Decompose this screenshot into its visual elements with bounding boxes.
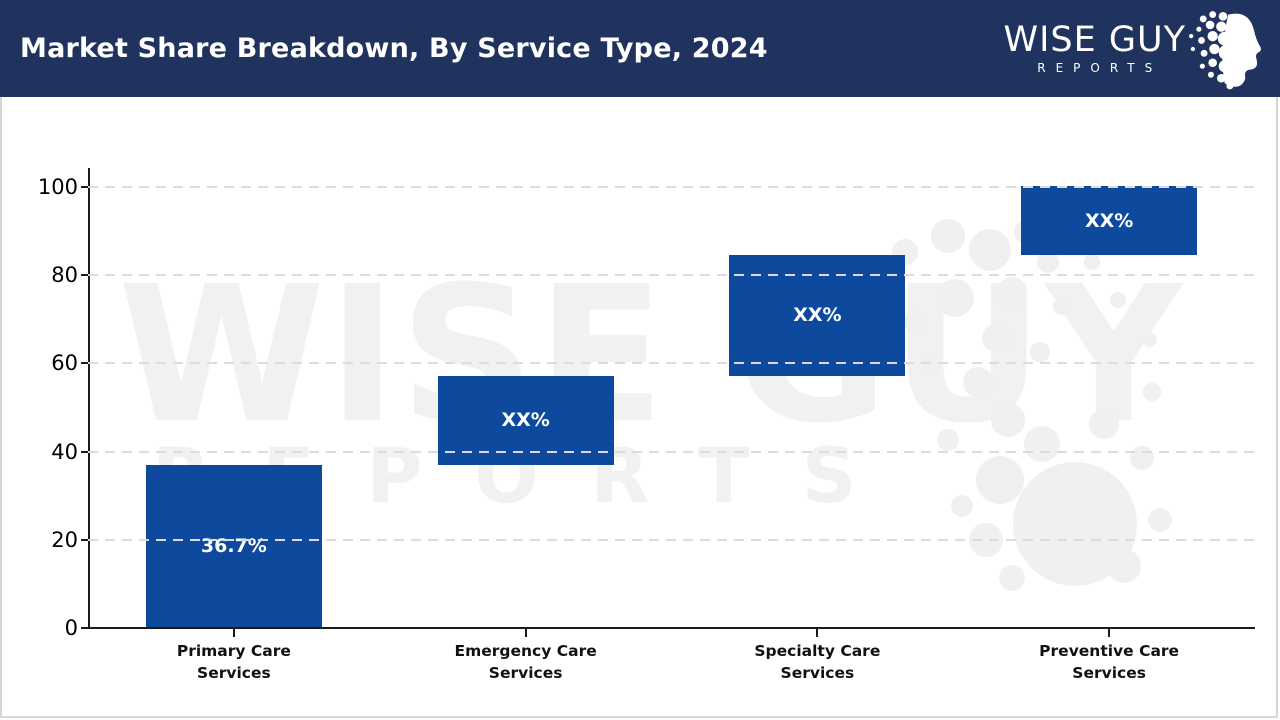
y-tick-label: 100 xyxy=(37,175,78,199)
gridline xyxy=(88,274,1255,277)
watermark-dot xyxy=(931,219,965,253)
x-tick-mark xyxy=(816,629,819,637)
x-axis-category-label: Emergency Care Services xyxy=(454,642,597,682)
logo-subtitle: REPORTS xyxy=(1037,60,1163,75)
gridline xyxy=(88,450,1255,453)
x-axis-category-label: Primary Care Services xyxy=(176,642,291,682)
watermark-dot xyxy=(1143,383,1161,401)
x-tick-mark xyxy=(524,629,527,637)
y-tick-mark xyxy=(81,274,88,277)
watermark-dot xyxy=(969,229,1011,271)
logo-wordmark: WISE GUY xyxy=(1003,19,1186,60)
watermark-dot xyxy=(1143,333,1157,347)
watermark-dot xyxy=(1084,254,1100,270)
watermark-dot xyxy=(936,279,974,317)
bar-value-label: XX% xyxy=(1084,209,1134,232)
y-tick-mark xyxy=(81,186,88,188)
gridline xyxy=(88,538,1255,541)
y-tick-label: 60 xyxy=(51,351,78,376)
header-bar: Market Share Breakdown, By Service Type,… xyxy=(0,0,1280,97)
watermark-dot xyxy=(923,357,941,375)
dotted-head-icon xyxy=(1189,10,1261,89)
watermark-dot xyxy=(991,403,1025,437)
bar-preventive-care-services: XX% xyxy=(1021,186,1198,256)
watermark-dot xyxy=(963,367,993,397)
x-axis-category-label: Specialty Care Services xyxy=(754,642,881,682)
watermark-dot xyxy=(1037,251,1059,273)
watermark-dot xyxy=(904,311,926,333)
y-tick-mark xyxy=(81,627,88,629)
x-tick-mark xyxy=(232,629,235,637)
x-axis-line xyxy=(88,627,1255,629)
watermark-dot xyxy=(976,456,1024,504)
watermark-dot xyxy=(997,277,1027,307)
watermark-dot xyxy=(937,429,959,451)
gridline xyxy=(88,362,1255,365)
y-tick-mark xyxy=(81,450,88,453)
watermark-dot xyxy=(999,565,1025,591)
bar-emergency-care-services: XX% xyxy=(437,375,614,466)
bar-value-label: XX% xyxy=(501,409,550,432)
watermark-dot xyxy=(1030,342,1050,362)
y-tick-label: 20 xyxy=(51,527,78,552)
y-tick-label: 40 xyxy=(51,439,78,464)
watermark-dot xyxy=(1024,426,1060,462)
y-axis-line xyxy=(88,168,90,629)
bar-primary-care-services: 36.7% xyxy=(145,465,322,627)
watermark-dot xyxy=(951,495,973,517)
y-tick-mark xyxy=(81,362,88,365)
logo-text: WISE GUY REPORTS xyxy=(1003,19,1186,75)
y-tick-label: 0 xyxy=(64,616,78,640)
watermark-dot xyxy=(1107,549,1141,583)
watermark-dot xyxy=(1053,297,1071,315)
watermark-dot xyxy=(982,324,1010,352)
watermark-dot xyxy=(1130,446,1154,470)
x-axis-category-label: Preventive Care Services xyxy=(1039,642,1180,682)
watermark-dot xyxy=(1089,409,1119,439)
gridline xyxy=(88,186,1255,188)
page-title: Market Share Breakdown, By Service Type,… xyxy=(20,33,768,64)
y-tick-mark xyxy=(81,538,88,541)
x-tick-mark xyxy=(1108,629,1111,637)
bar-value-label: XX% xyxy=(793,304,842,327)
watermark-dot xyxy=(1148,508,1172,532)
y-tick-label: 80 xyxy=(51,263,78,288)
wise-guy-reports-logo: WISE GUY REPORTS xyxy=(1003,6,1266,92)
watermark-dot xyxy=(1110,292,1126,308)
